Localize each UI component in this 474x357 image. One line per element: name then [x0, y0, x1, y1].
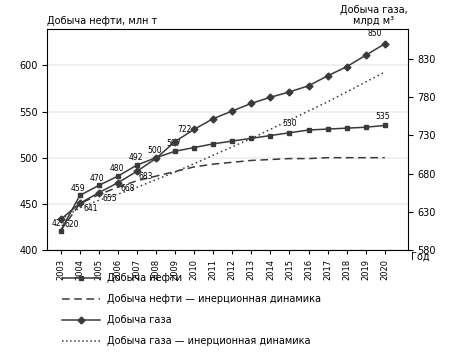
Добыча нефти — инерционная динамика — [210, 162, 216, 166]
Добыча газа — [134, 169, 140, 174]
Text: 683: 683 — [138, 172, 153, 181]
Добыча газа — инерционная динамика — [58, 217, 64, 221]
Добыча нефти — [153, 156, 159, 160]
Добыча нефти — инерционная динамика — [115, 185, 121, 189]
Добыча нефти — инерционная динамика — [363, 156, 369, 160]
Добыча нефти — [134, 163, 140, 167]
Text: 722: 722 — [177, 125, 192, 134]
Добыча нефти — [363, 125, 369, 129]
Добыча газа — инерционная динамика — [267, 127, 273, 131]
Добыча газа — инерционная динамика — [77, 206, 82, 210]
Добыча нефти — инерционная динамика — [191, 165, 197, 169]
Добыча нефти — инерционная динамика — [134, 178, 140, 183]
Text: Добыча газа,
млрд м³: Добыча газа, млрд м³ — [340, 5, 408, 26]
Добыча нефти — [96, 183, 102, 187]
Добыча нефти — [191, 145, 197, 150]
Добыча нефти — [210, 142, 216, 146]
Text: Добыча нефти: Добыча нефти — [107, 273, 182, 283]
Добыча газа — инерционная динамика — [210, 153, 216, 157]
Text: Добыча нефти, млн т: Добыча нефти, млн т — [47, 16, 158, 26]
Добыча газа — [77, 201, 82, 206]
Text: Добыча нефти — инерционная динамика: Добыча нефти — инерционная динамика — [107, 294, 320, 304]
Добыча нефти — инерционная динамика — [77, 202, 82, 206]
Добыча газа — [382, 42, 388, 46]
Добыча газа — инерционная динамика — [306, 109, 311, 113]
Добыча газа — [306, 84, 311, 88]
Добыча газа — инерционная динамика — [191, 161, 197, 166]
Добыча газа — инерционная динамика — [344, 90, 349, 94]
Добыча газа — [96, 191, 102, 195]
Добыча газа — инерционная динамика — [134, 185, 140, 190]
Text: 530: 530 — [282, 119, 297, 128]
Добыча нефти — инерционная динамика — [248, 158, 254, 162]
Text: Год: Год — [411, 252, 430, 262]
Text: 492: 492 — [129, 153, 143, 162]
Добыча нефти — [115, 174, 121, 178]
Text: 668: 668 — [120, 183, 135, 193]
Добыча газа — [115, 181, 121, 185]
Добыча нефти — инерционная динамика — [96, 192, 102, 197]
Text: 655: 655 — [102, 193, 117, 202]
Добыча нефти — инерционная динамика — [229, 160, 235, 165]
Text: 535: 535 — [375, 112, 390, 121]
Добыча нефти — инерционная динамика — [153, 174, 159, 178]
Добыча газа — инерционная динамика — [382, 70, 388, 74]
Text: Добыча газа — инерционная динамика: Добыча газа — инерционная динамика — [107, 336, 310, 346]
Text: 500: 500 — [148, 146, 163, 155]
Добыча газа — [210, 116, 216, 121]
Text: 641: 641 — [83, 204, 98, 213]
Добыча газа — инерционная динамика — [115, 192, 121, 196]
Добыча газа — инерционная динамика — [287, 118, 292, 122]
Line: Добыча нефти: Добыча нефти — [58, 123, 387, 233]
Добыча нефти — инерционная динамика — [306, 156, 311, 161]
Добыча нефти — [229, 139, 235, 143]
Добыча газа — инерционная динамика — [172, 170, 178, 174]
Добыча нефти — инерционная динамика — [58, 228, 64, 233]
Text: 459: 459 — [71, 184, 85, 193]
Добыча газа — [153, 156, 159, 160]
Text: 507: 507 — [167, 140, 182, 149]
Line: Добыча нефти — инерционная динамика: Добыча нефти — инерционная динамика — [61, 158, 385, 231]
Добыча газа — инерционная динамика — [229, 145, 235, 149]
Добыча нефти — инерционная динамика — [287, 156, 292, 161]
Добыча нефти — [267, 134, 273, 138]
Text: Добыча газа: Добыча газа — [107, 315, 171, 325]
Добыча нефти — [248, 136, 254, 140]
Добыча нефти — [344, 126, 349, 130]
Добыча нефти — [58, 228, 64, 233]
Line: Добыча газа — инерционная динамика: Добыча газа — инерционная динамика — [61, 72, 385, 219]
Text: 620: 620 — [65, 220, 80, 228]
Добыча нефти — [382, 123, 388, 127]
Добыча газа — инерционная динамика — [363, 80, 369, 84]
Text: 480: 480 — [109, 164, 124, 174]
Добыча нефти — [77, 193, 82, 198]
Добыча газа — инерционная динамика — [153, 177, 159, 182]
Добыча газа — [363, 53, 369, 57]
Text: 470: 470 — [90, 174, 104, 182]
Добыча газа — [325, 74, 330, 78]
Text: 850: 850 — [368, 29, 383, 38]
Добыча нефти — инерционная динамика — [172, 169, 178, 174]
Добыча нефти — [172, 149, 178, 154]
Добыча газа — [172, 139, 178, 144]
Добыча нефти — инерционная динамика — [344, 156, 349, 160]
Добыча газа — [191, 127, 197, 131]
Добыча нефти — [306, 128, 311, 132]
Добыча нефти — инерционная динамика — [267, 157, 273, 162]
Добыча нефти — инерционная динамика — [382, 156, 388, 160]
Добыча газа — [248, 101, 254, 106]
Добыча газа — инерционная динамика — [248, 136, 254, 141]
Добыча газа — [267, 95, 273, 99]
Добыча газа — [229, 109, 235, 113]
Добыча газа — [58, 217, 64, 221]
Добыча газа — [287, 90, 292, 94]
Добыча газа — [344, 65, 349, 69]
Добыча нефти — [325, 127, 330, 131]
Text: 421: 421 — [52, 219, 66, 228]
Добыча газа — инерционная динамика — [325, 100, 330, 104]
Добыча нефти — [287, 131, 292, 135]
Добыча нефти — инерционная динамика — [325, 156, 330, 160]
Добыча газа — инерционная динамика — [96, 198, 102, 202]
Line: Добыча газа: Добыча газа — [58, 41, 387, 222]
